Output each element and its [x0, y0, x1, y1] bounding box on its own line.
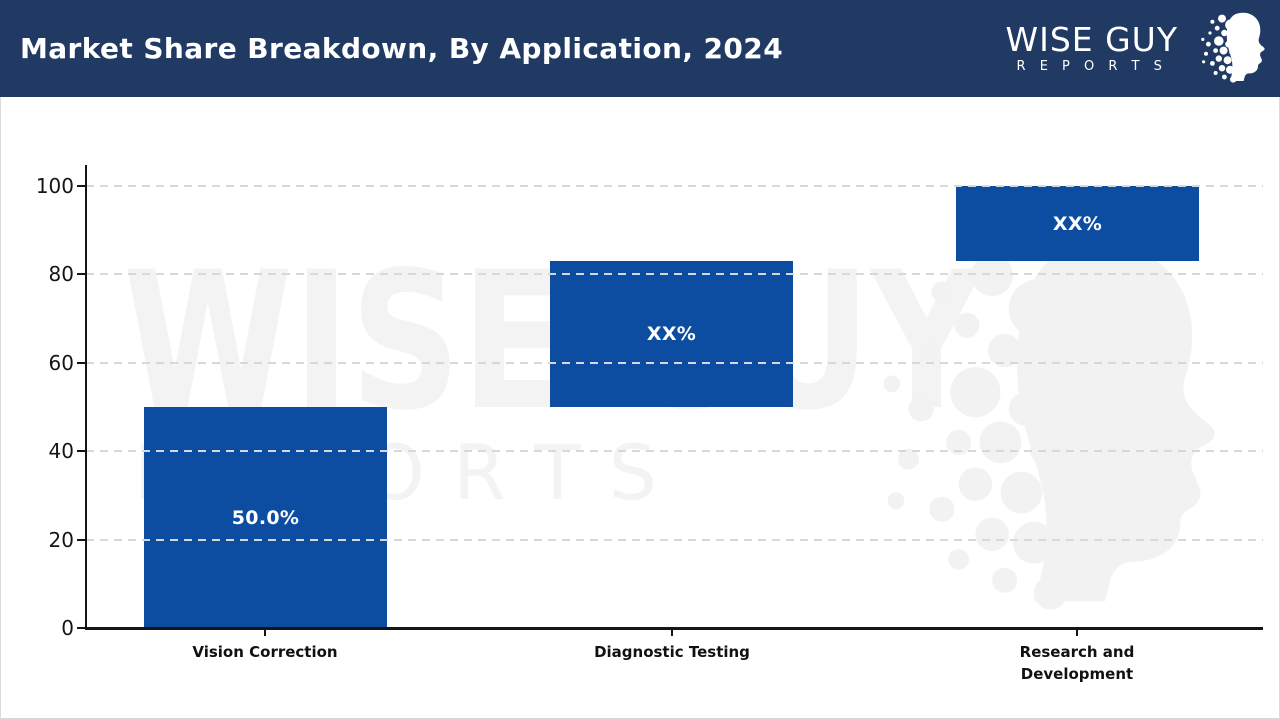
- bar-value-label: XX%: [1052, 212, 1103, 235]
- y-tick-label: 0: [61, 616, 74, 640]
- bar-segment: XX%: [550, 261, 793, 407]
- x-category-label: Diagnostic Testing: [594, 643, 750, 661]
- bar-segment: 50.0%: [144, 407, 387, 628]
- logo-wordmark: WISE GUY: [1005, 20, 1178, 60]
- gridline: [86, 273, 1263, 276]
- y-tick-mark: [77, 627, 85, 629]
- logo-subtext: R E P O R T S: [1016, 58, 1167, 74]
- gridline: [86, 538, 1263, 541]
- logo-text: WISE GUY R E P O R T S: [1005, 23, 1178, 74]
- y-axis-line: [85, 165, 87, 630]
- watermark-dotted-face-icon: [883, 244, 1215, 610]
- dotted-face-profile-icon: [1201, 12, 1265, 83]
- y-tick-label: 80: [48, 262, 74, 287]
- x-tick-mark: [264, 630, 266, 636]
- bar-value-label: XX%: [646, 323, 697, 346]
- y-tick-mark: [77, 450, 85, 453]
- chart-title: Market Share Breakdown, By Application, …: [20, 32, 784, 65]
- bar-segment: XX%: [956, 186, 1199, 262]
- y-tick-label: 100: [35, 174, 74, 198]
- y-tick-label: 40: [48, 439, 74, 464]
- y-tick-mark: [77, 185, 85, 187]
- y-tick-label: 60: [48, 350, 74, 375]
- gridline: [86, 361, 1263, 364]
- y-tick-label: 20: [48, 527, 74, 552]
- gridline: [86, 450, 1263, 453]
- x-tick-mark: [671, 630, 673, 636]
- plot-area: 50.0% XX% XX% 0 20 40 60: [36, 174, 1263, 683]
- y-tick-mark: [77, 273, 85, 276]
- gridline: [86, 185, 1263, 187]
- header: Market Share Breakdown, By Application, …: [0, 0, 1280, 97]
- y-tick-mark: [77, 361, 85, 364]
- x-axis-line: [85, 627, 1263, 630]
- y-tick-mark: [77, 538, 85, 541]
- x-category-label: Vision Correction: [192, 643, 338, 661]
- wise-guy-reports-logo: WISE GUY R E P O R T S: [1005, 2, 1270, 95]
- chart-area: WISE GUY R E P O R T S 50.0% XX: [0, 97, 1280, 720]
- x-tick-mark: [1076, 630, 1078, 636]
- x-category-label: Research and Development: [1019, 643, 1135, 683]
- bar-value-label: 50.0%: [231, 506, 300, 529]
